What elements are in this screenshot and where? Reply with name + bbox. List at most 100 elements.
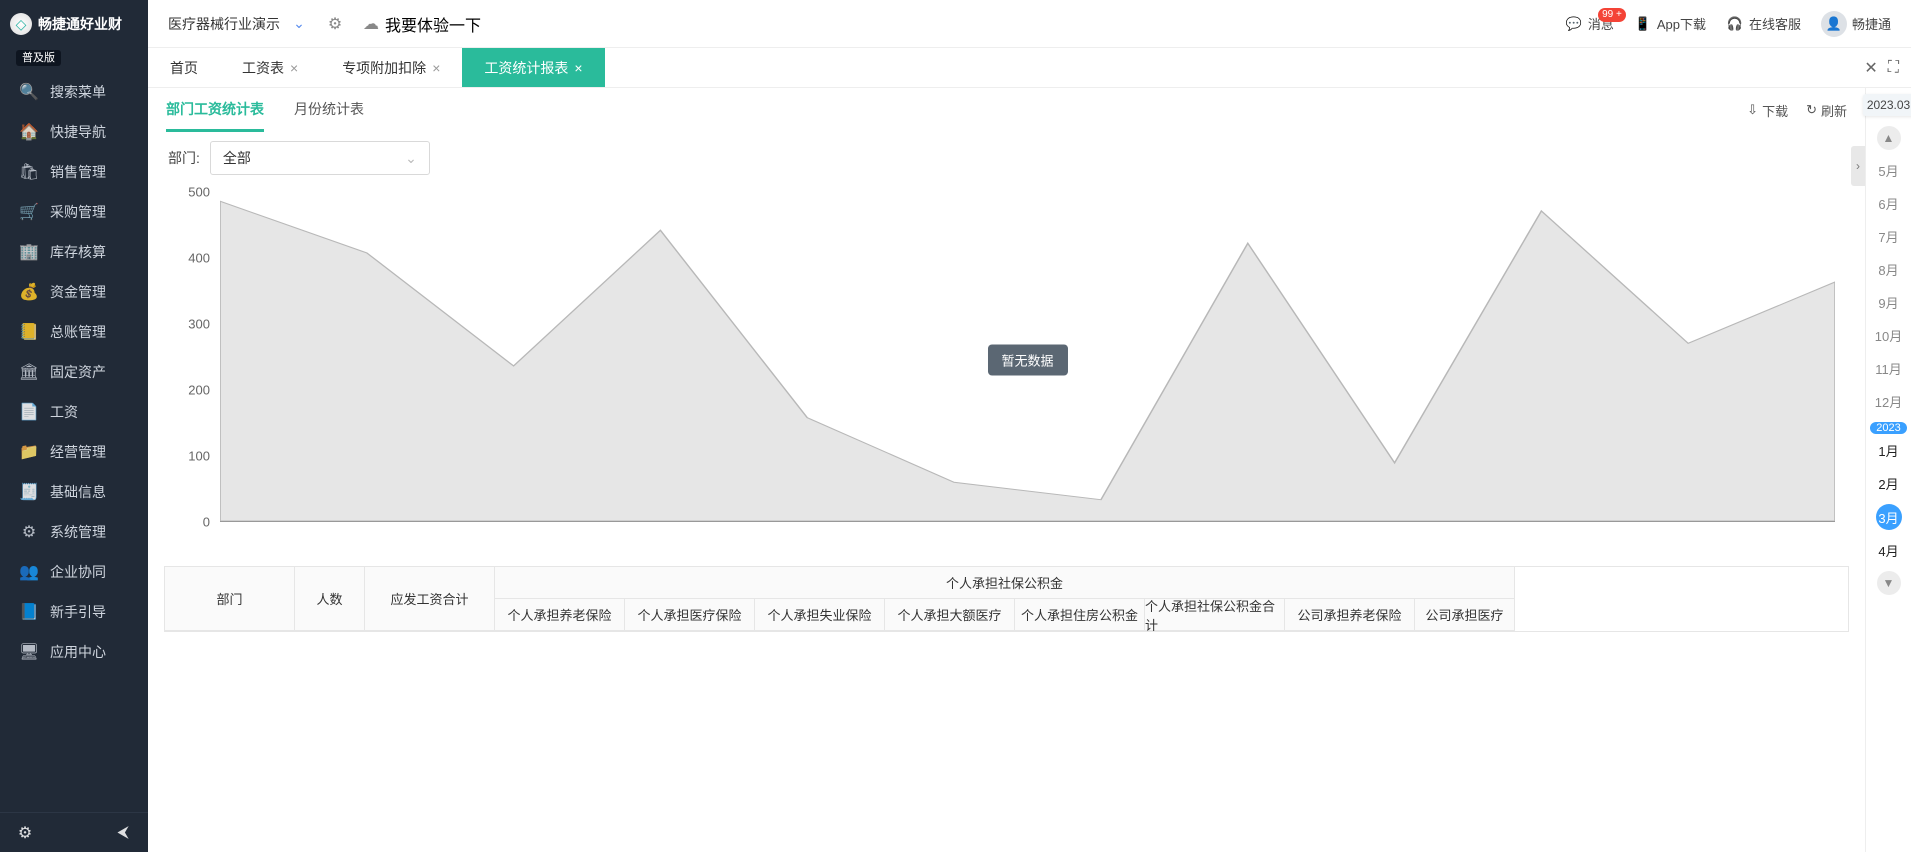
sidebar-item-icon: 🛍 <box>20 163 38 181</box>
chart: 0100200300400500 暂无数据 <box>172 192 1841 552</box>
sidebar-item-label: 搜索菜单 <box>50 82 106 102</box>
topbar-right: 💬 消息 99 + 📱 App下载 🎧 在线客服 👤 畅捷通 <box>1565 11 1891 37</box>
settings-icon[interactable]: ⚙ <box>16 824 34 842</box>
month-item[interactable]: 3月 <box>1876 504 1902 530</box>
sidebar-item-label: 应用中心 <box>50 642 106 662</box>
org-selector[interactable]: 医疗器械行业演示 ⌄ <box>168 14 308 34</box>
refresh-icon: ↻ <box>1806 102 1817 118</box>
summary-table: 部门人数应发工资合计个人承担社保公积金个人承担养老保险个人承担医疗保险个人承担失… <box>164 566 1849 632</box>
sidebar: ◇ 畅捷通好业财 普及版 🔍搜索菜单🏠快捷导航🛍销售管理🛒采购管理🏢库存核算💰资… <box>0 0 148 852</box>
sidebar-item-icon: 💰 <box>20 283 38 301</box>
sidebar-item[interactable]: 🏢库存核算 <box>0 232 148 272</box>
sidebar-item-icon: 🏛 <box>20 363 38 381</box>
tab-close-icon[interactable]: × <box>574 60 582 76</box>
brand-name: 畅捷通好业财 <box>38 14 122 34</box>
y-tick: 400 <box>188 251 210 266</box>
month-item[interactable]: 7月 <box>1878 220 1898 253</box>
tab-label: 专项附加扣除 <box>342 58 426 78</box>
table-subheader: 公司承担养老保险 <box>1285 599 1415 631</box>
sidebar-item-label: 固定资产 <box>50 362 106 382</box>
sub-tab[interactable]: 部门工资统计表 <box>166 89 264 132</box>
sidebar-item[interactable]: 📒总账管理 <box>0 312 148 352</box>
close-icon[interactable]: ✕ <box>1864 58 1877 78</box>
table-subheader: 公司承担医疗 <box>1415 599 1515 631</box>
messages-badge: 99 + <box>1598 8 1626 22</box>
filter-label: 部门: <box>168 148 200 168</box>
user-menu[interactable]: 👤 畅捷通 <box>1821 11 1891 37</box>
month-item[interactable]: 9月 <box>1878 286 1898 319</box>
page-tab[interactable]: 工资表 × <box>220 48 320 87</box>
month-item[interactable]: 8月 <box>1878 253 1898 286</box>
sidebar-item[interactable]: 📄工资 <box>0 392 148 432</box>
avatar-icon: 👤 <box>1821 11 1847 37</box>
content: 部门工资统计表月份统计表 ⇩ 下载 ↻ 刷新 部门: 全部 ⌄ <box>148 88 1911 852</box>
fullscreen-icon[interactable]: ⛶ <box>1888 59 1899 77</box>
sidebar-item-label: 总账管理 <box>50 322 106 342</box>
sidebar-item[interactable]: 🧾基础信息 <box>0 472 148 512</box>
sidebar-item[interactable]: 🏠 快捷导航 <box>0 112 148 152</box>
brand-logo-icon: ◇ <box>10 13 32 35</box>
table-header: 应发工资合计 <box>365 567 495 631</box>
y-axis: 0100200300400500 <box>172 192 216 522</box>
filter-row: 部门: 全部 ⌄ <box>148 132 1865 184</box>
month-item[interactable]: 5月 <box>1878 154 1898 187</box>
sidebar-item[interactable]: 👥企业协同 <box>0 552 148 592</box>
try-button[interactable]: ☁ 我要体验一下 <box>362 12 481 36</box>
gear-icon[interactable]: ⚙ <box>326 15 344 33</box>
messages-button[interactable]: 💬 消息 99 + <box>1565 14 1614 33</box>
y-tick: 500 <box>188 185 210 200</box>
app-download-button[interactable]: 📱 App下载 <box>1634 14 1706 33</box>
sidebar-item-icon: 📘 <box>20 603 38 621</box>
sidebar-item[interactable]: 🛒采购管理 <box>0 192 148 232</box>
brand: ◇ 畅捷通好业财 <box>0 0 148 48</box>
tab-close-icon[interactable]: × <box>432 60 440 76</box>
table-subheader: 个人承担社保公积金合计 <box>1145 599 1285 631</box>
sidebar-item[interactable]: 💰资金管理 <box>0 272 148 312</box>
table-subheader: 个人承担住房公积金 <box>1015 599 1145 631</box>
rail-expand-handle[interactable]: › <box>1851 146 1865 186</box>
sidebar-item-icon: 🏠 <box>20 123 38 141</box>
try-label: 我要体验一下 <box>385 12 481 36</box>
sidebar-item-label: 企业协同 <box>50 562 106 582</box>
sidebar-item[interactable]: 🛍销售管理 <box>0 152 148 192</box>
month-item[interactable]: 11月 <box>1875 352 1902 385</box>
no-data-badge: 暂无数据 <box>987 344 1067 375</box>
sidebar-item[interactable]: ⚙系统管理 <box>0 512 148 552</box>
month-item[interactable]: 10月 <box>1875 319 1902 352</box>
sidebar-item[interactable]: 🔍搜索菜单 <box>0 72 148 112</box>
month-item[interactable]: 1月 <box>1878 434 1898 467</box>
month-item[interactable]: 4月 <box>1878 534 1898 567</box>
table-header: 部门 <box>165 567 295 631</box>
month-down-button[interactable]: ▼ <box>1877 571 1901 595</box>
sub-tab[interactable]: 月份统计表 <box>294 89 364 132</box>
page-tab[interactable]: 工资统计报表 × <box>462 48 604 87</box>
sidebar-items: 🔍搜索菜单 🏠 快捷导航 🛍销售管理🛒采购管理🏢库存核算💰资金管理📒总账管理 🏛 固定资产… <box>0 72 148 812</box>
sidebar-bottom: ⚙ ⮜ <box>0 812 148 852</box>
collapse-icon[interactable]: ⮜ <box>114 824 132 842</box>
month-rail-head: 2023.03 <box>1863 94 1911 116</box>
sidebar-item[interactable]: 🏛 固定资产 <box>0 352 148 392</box>
month-lower-list: 1月2月 3月 4月 <box>1876 434 1902 567</box>
tab-close-icon[interactable]: × <box>290 60 298 76</box>
sidebar-item[interactable]: 🖥应用中心 <box>0 632 148 672</box>
sidebar-item-label: 快捷导航 <box>50 122 106 142</box>
sub-actions: ⇩ 下载 ↻ 刷新 <box>1747 101 1847 120</box>
month-up-button[interactable]: ▲ <box>1877 126 1901 150</box>
sidebar-item[interactable]: 📁经营管理 <box>0 432 148 472</box>
department-select[interactable]: 全部 ⌄ <box>210 141 430 175</box>
table-subheader: 个人承担大额医疗 <box>885 599 1015 631</box>
sidebar-item-icon: 📁 <box>20 443 38 461</box>
sidebar-item[interactable]: 📘新手引导 <box>0 592 148 632</box>
tab-label: 工资统计报表 <box>484 58 568 78</box>
tab-label: 工资表 <box>242 58 284 78</box>
month-item[interactable]: 6月 <box>1878 187 1898 220</box>
department-value: 全部 <box>223 148 251 168</box>
refresh-button[interactable]: ↻ 刷新 <box>1806 101 1847 120</box>
download-button[interactable]: ⇩ 下载 <box>1747 101 1788 120</box>
panel: 部门工资统计表月份统计表 ⇩ 下载 ↻ 刷新 部门: 全部 ⌄ <box>148 88 1865 852</box>
support-button[interactable]: 🎧 在线客服 <box>1726 14 1801 33</box>
month-item[interactable]: 2月 <box>1878 467 1898 500</box>
page-tab[interactable]: 专项附加扣除 × <box>320 48 462 87</box>
month-item[interactable]: 12月 <box>1875 385 1902 418</box>
page-tab[interactable]: 首页 <box>148 48 220 87</box>
